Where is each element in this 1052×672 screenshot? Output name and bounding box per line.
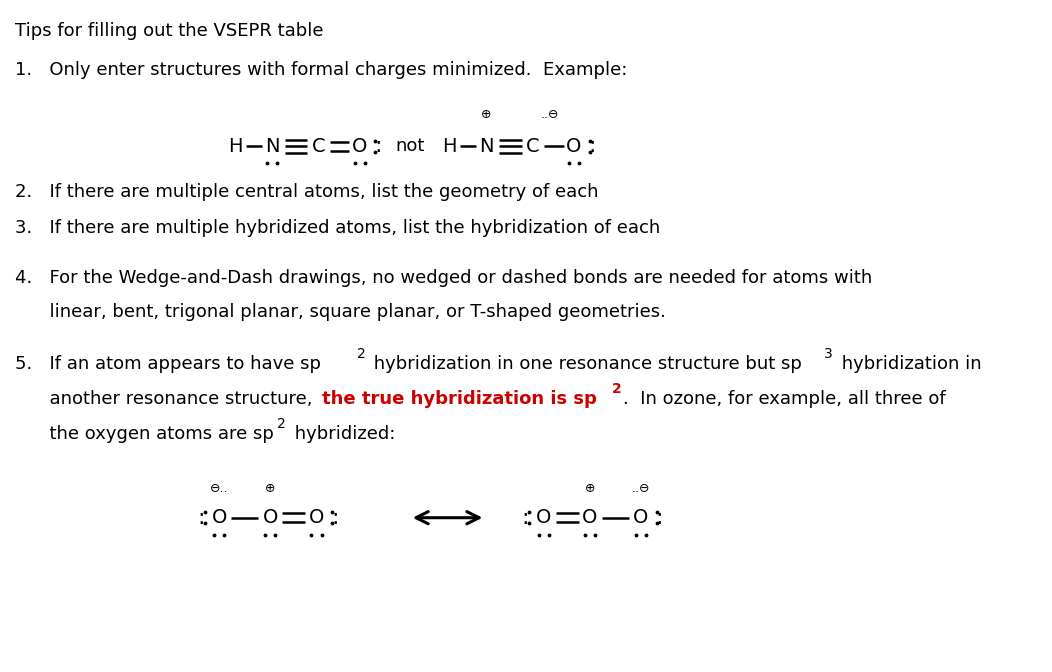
Text: ..⊖: ..⊖ — [540, 108, 559, 121]
Text: H: H — [228, 137, 243, 156]
Text: N: N — [265, 137, 280, 156]
Text: O: O — [263, 508, 278, 528]
Text: 2.   If there are multiple central atoms, list the geometry of each: 2. If there are multiple central atoms, … — [16, 183, 599, 201]
Text: linear, bent, trigonal planar, square planar, or T-shaped geometries.: linear, bent, trigonal planar, square pl… — [16, 303, 666, 321]
Text: 2: 2 — [278, 417, 286, 431]
Text: O: O — [352, 137, 367, 156]
Text: O: O — [583, 508, 598, 528]
Text: :: : — [197, 508, 205, 528]
Text: hybridization in one resonance structure but sp: hybridization in one resonance structure… — [368, 355, 802, 373]
Text: C: C — [526, 137, 540, 156]
Text: Tips for filling out the VSEPR table: Tips for filling out the VSEPR table — [16, 22, 324, 40]
Text: not: not — [396, 137, 425, 155]
Text: 5.   If an atom appears to have sp: 5. If an atom appears to have sp — [16, 355, 322, 373]
Text: ⊕: ⊕ — [265, 482, 276, 495]
Text: .  In ozone, for example, all three of: . In ozone, for example, all three of — [623, 390, 946, 408]
Text: 4.   For the Wedge-and-Dash drawings, no wedged or dashed bonds are needed for a: 4. For the Wedge-and-Dash drawings, no w… — [16, 269, 873, 287]
Text: ⊕: ⊕ — [481, 108, 491, 121]
Text: O: O — [633, 508, 649, 528]
Text: H: H — [442, 137, 457, 156]
Text: the true hybridization is sp: the true hybridization is sp — [322, 390, 596, 408]
Text: 3: 3 — [825, 347, 833, 361]
Text: O: O — [566, 137, 582, 156]
Text: :: : — [522, 508, 529, 528]
Text: :: : — [588, 136, 596, 157]
Text: hybridization in: hybridization in — [835, 355, 982, 373]
Text: ⊕: ⊕ — [585, 482, 595, 495]
Text: 2: 2 — [611, 382, 622, 396]
Text: 3.   If there are multiple hybridized atoms, list the hybridization of each: 3. If there are multiple hybridized atom… — [16, 219, 661, 237]
Text: the oxygen atoms are sp: the oxygen atoms are sp — [16, 425, 275, 443]
Text: ⊖..: ⊖.. — [210, 482, 228, 495]
Text: C: C — [311, 137, 325, 156]
Text: 1.   Only enter structures with formal charges minimized.  Example:: 1. Only enter structures with formal cha… — [16, 61, 628, 79]
Text: O: O — [537, 508, 551, 528]
Text: :: : — [375, 136, 382, 157]
Text: :: : — [655, 508, 663, 528]
Text: O: O — [211, 508, 227, 528]
Text: another resonance structure,: another resonance structure, — [16, 390, 319, 408]
Text: O: O — [308, 508, 324, 528]
Text: :: : — [331, 508, 339, 528]
Text: ..⊖: ..⊖ — [631, 482, 650, 495]
Text: 2: 2 — [357, 347, 365, 361]
Text: N: N — [479, 137, 493, 156]
Text: hybridized:: hybridized: — [288, 425, 394, 443]
